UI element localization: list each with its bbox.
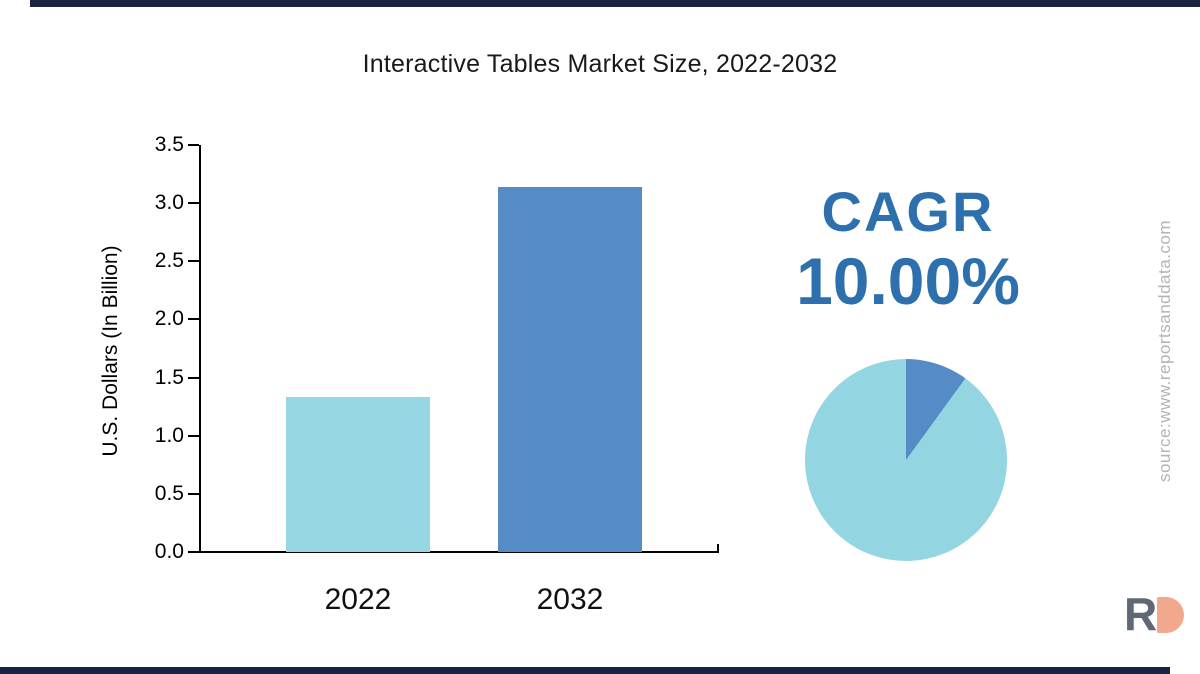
y-tick (188, 144, 199, 146)
y-tick-label: 0.0 (154, 540, 184, 563)
y-tick-label: 3.5 (154, 133, 184, 156)
y-tick (188, 260, 199, 263)
y-tick-label: 2.5 (154, 249, 184, 273)
y-tick (188, 318, 199, 321)
y-tick (188, 434, 199, 437)
y-tick-label: 1.5 (154, 365, 184, 389)
cagr-label: CAGR (821, 180, 995, 243)
y-tick-label: 0.5 (154, 481, 184, 505)
cagr-value: 10.00% (796, 244, 1020, 318)
source-attribution: source:www.reportsanddata.com (1155, 219, 1174, 483)
x-axis-endcap (717, 544, 719, 553)
y-tick (188, 492, 199, 495)
top-border-bar (30, 0, 1200, 7)
logo-letter-d-shape (1157, 597, 1184, 633)
pie-chart (805, 359, 1007, 561)
y-tick-label: 2.0 (154, 307, 184, 331)
bar-2022 (286, 397, 430, 552)
reports-and-data-logo: R (1124, 591, 1190, 639)
y-tick (188, 202, 199, 205)
y-tick (188, 376, 199, 379)
bar-2032 (498, 186, 642, 552)
y-tick-label: 3.0 (154, 191, 184, 215)
chart-title: Interactive Tables Market Size, 2022-203… (362, 50, 838, 78)
x-category-label: 2022 (324, 583, 392, 616)
cagr-callout: CAGR 10.00% (758, 182, 1058, 320)
y-axis-line (199, 145, 201, 553)
bottom-border-bar (0, 667, 1170, 674)
y-tick (188, 551, 199, 553)
x-category-label: 2032 (536, 583, 604, 616)
logo-letter-r: R (1124, 588, 1157, 640)
y-tick-label: 1.0 (154, 423, 184, 447)
x-axis-line (199, 551, 719, 553)
y-axis-title: U.S. Dollars (In Billion) (99, 245, 122, 457)
